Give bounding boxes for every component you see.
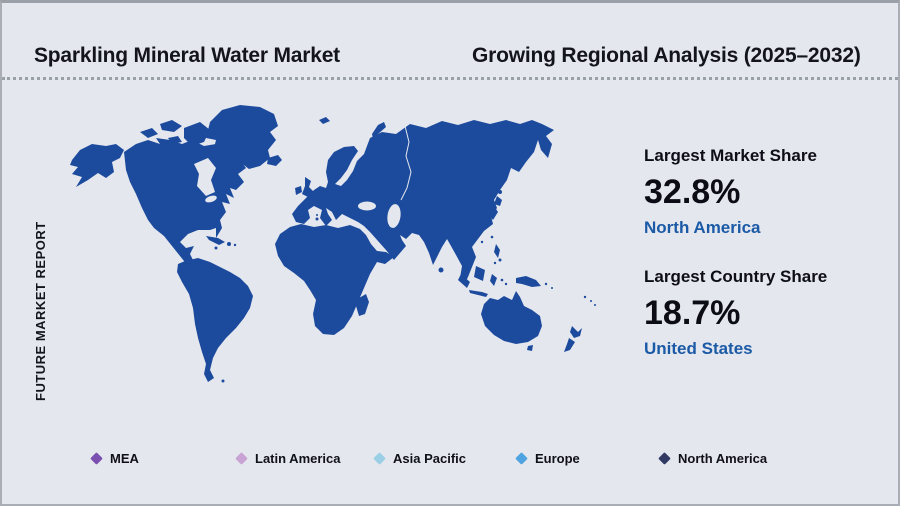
legend-label: MEA	[110, 451, 139, 466]
world-map	[70, 105, 596, 383]
legend-item-asia-pacific: Asia Pacific	[373, 451, 466, 466]
legend-item-north-america: North America	[658, 451, 768, 466]
legend-item-mea: MEA	[90, 451, 139, 466]
stat-region: United States	[644, 338, 753, 358]
stat-label: Largest Country Share	[644, 267, 828, 286]
legend-label: Europe	[535, 451, 580, 466]
legend-item-europe: Europe	[515, 451, 580, 466]
stat-value: 18.7%	[644, 294, 741, 332]
legend-dot-icon	[515, 452, 528, 465]
legend-dot-icon	[658, 452, 671, 465]
legend-dot-icon	[90, 452, 103, 465]
legend-dot-icon	[235, 452, 248, 465]
page-title: Sparkling Mineral Water Market	[34, 44, 340, 67]
legend-label: Latin America	[255, 451, 341, 466]
legend-label: North America	[678, 451, 768, 466]
stat-label: Largest Market Share	[644, 146, 817, 165]
subtitle-regional-analysis: Growing Regional Analysis (2025–2032)	[472, 44, 861, 67]
legend-label: Asia Pacific	[393, 451, 466, 466]
legend-item-latin-america: Latin America	[235, 451, 341, 466]
stat-largest-market-share: Largest Market Share 32.8% North America	[644, 146, 894, 238]
stat-largest-country-share: Largest Country Share 18.7% United State…	[644, 267, 894, 359]
dotted-divider	[2, 77, 898, 80]
brand-watermark: FUTURE MARKET REPORT	[33, 221, 48, 401]
stat-region: North America	[644, 217, 761, 237]
legend-dot-icon	[373, 452, 386, 465]
stat-value: 32.8%	[644, 173, 741, 211]
